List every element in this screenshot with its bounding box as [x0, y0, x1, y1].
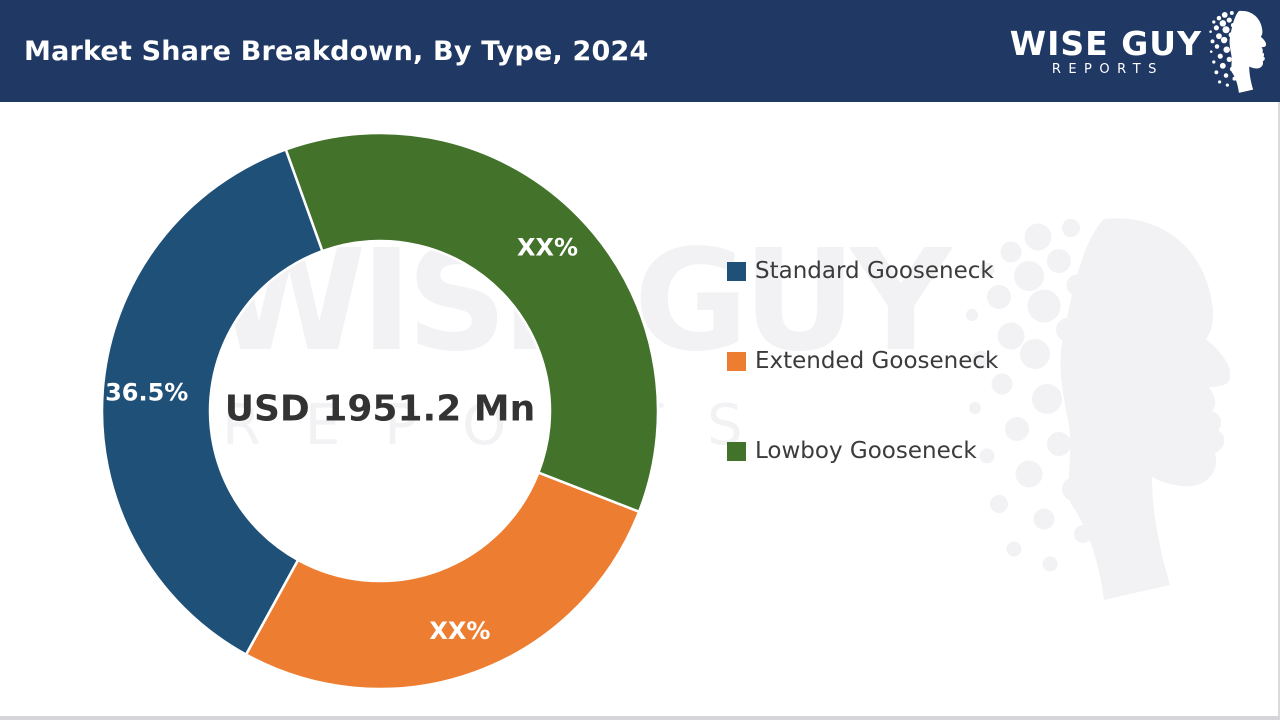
legend-swatch-icon [727, 351, 746, 371]
chart-legend: Standard Gooseneck Extended Gooseneck Lo… [727, 256, 998, 466]
header-bar: Market Share Breakdown, By Type, 2024 WI… [0, 0, 1280, 102]
watermark-face-icon [960, 210, 1230, 600]
page-title: Market Share Breakdown, By Type, 2024 [24, 35, 649, 67]
brand-wordmark: WISE GUY REPORTS [1010, 27, 1202, 76]
chart-center-value: USD 1951.2 Mn [224, 388, 536, 430]
right-border [1278, 102, 1280, 716]
brand-logo: WISE GUY REPORTS [1010, 7, 1266, 95]
slice-label: XX% [429, 617, 490, 645]
face-profile-icon [1208, 9, 1266, 93]
legend-swatch-icon [727, 441, 746, 461]
donut-slice-extended-gooseneck [244, 471, 641, 691]
slice-label: XX% [517, 234, 578, 262]
donut-chart: 36.5% XX% XX% [100, 131, 660, 691]
legend-label: Standard Gooseneck [755, 257, 994, 284]
legend-label: Extended Gooseneck [755, 347, 999, 374]
legend-item-extended-gooseneck: Extended Gooseneck [727, 346, 998, 376]
legend-item-lowboy-gooseneck: Lowboy Gooseneck [727, 436, 998, 466]
legend-label: Lowboy Gooseneck [755, 437, 977, 464]
donut-slice-lowboy-gooseneck [284, 131, 660, 513]
brand-subname: REPORTS [1051, 61, 1164, 77]
legend-item-standard-gooseneck: Standard Gooseneck [727, 256, 998, 286]
legend-swatch-icon [727, 261, 746, 281]
donut-slice-standard-gooseneck [100, 148, 324, 656]
brand-name: WISE GUY [1009, 23, 1202, 63]
bottom-bar [0, 716, 1280, 720]
slice-label: 36.5% [105, 379, 188, 407]
